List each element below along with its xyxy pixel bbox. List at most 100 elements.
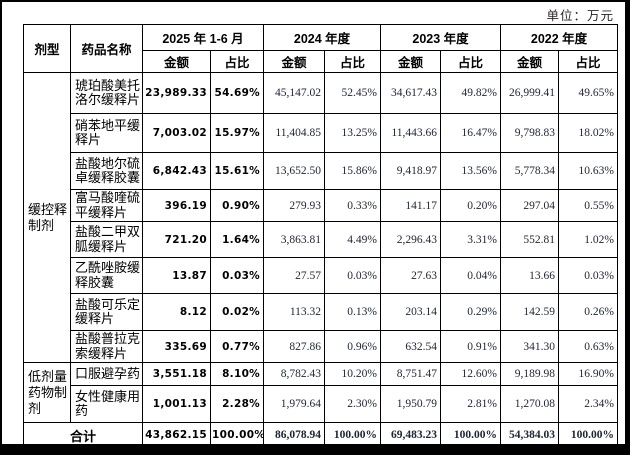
drug-name-cell: 盐酸普拉克索缓释片: [70, 330, 143, 363]
ratio-cell: 0.20%: [440, 189, 502, 222]
drug-name-cell: 盐酸二甲双胍缓释片: [70, 221, 143, 258]
table-row: 盐酸地尔硫卓缓释胶囊 6,842.43 15.61% 13,652.50 15.86% 9…: [24, 152, 619, 190]
drug-name-cell: 琥珀酸美托洛尔缓释片: [70, 72, 143, 114]
ratio-cell: 1.02%: [558, 221, 619, 258]
dosage-form-cell: 低剂量药物制剂: [23, 362, 71, 423]
table-row: 低剂量药物制剂 口服避孕药 3,551.18 8.10% 8,782.43 10.20% 8…: [23, 362, 619, 423]
amount-cell: 3,863.81: [263, 221, 326, 258]
ratio-cell: 0.63%: [558, 330, 619, 363]
header-ratio-2022: 占比: [558, 50, 619, 73]
total-row: 合计 43,862.15 100.00% 86,078.94 100.00% 69,483…: [23, 422, 619, 444]
total-ratio-cell: 100.00%: [440, 422, 502, 444]
ratio-cell: 0.13%: [324, 293, 382, 331]
table-row: 盐酸可乐定缓释片 8.12 0.02% 113.32 0.13% 203.14 0.29% 1…: [24, 293, 619, 331]
amount-cell: 827.86: [263, 330, 326, 363]
ratio-cell: 0.02%: [209, 293, 265, 331]
ratio-cell: 52.45%: [324, 72, 382, 114]
ratio-cell: 10.63%: [558, 152, 619, 190]
amount-cell: 552.81: [500, 221, 560, 258]
ratio-cell: 0.29%: [440, 293, 502, 331]
amount-cell: 13,652.50: [263, 152, 326, 190]
amount-cell: 8.12: [142, 293, 211, 331]
amount-cell: 335.69: [142, 330, 211, 363]
amount-cell: 1,001.13: [142, 385, 211, 423]
amount-cell: 9,418.97: [380, 152, 442, 190]
total-ratio-cell: 100.00%: [558, 422, 619, 444]
amount-cell: 8,751.47: [380, 362, 442, 386]
ratio-cell: 49.82%: [440, 72, 502, 114]
amount-cell: 7,003.02: [142, 113, 211, 153]
ratio-cell: 0.77%: [209, 330, 265, 363]
amount-cell: 13.87: [142, 257, 211, 294]
total-amount-cell: 43,862.15: [142, 422, 211, 444]
amount-cell: 13.66: [500, 257, 560, 294]
amount-cell: 141.17: [380, 189, 442, 222]
ratio-cell: 16.90%: [558, 362, 619, 386]
amount-cell: 11,443.66: [380, 113, 442, 153]
amount-cell: 9,189.98: [500, 362, 560, 386]
ratio-cell: 2.34%: [558, 385, 619, 423]
drug-name-cell: 富马酸喹硫平缓释片: [70, 189, 143, 222]
ratio-cell: 0.90%: [209, 189, 265, 222]
amount-cell: 45,147.02: [263, 72, 326, 114]
table-row: 盐酸二甲双胍缓释片 721.20 1.64% 3,863.81 4.49% 2,296.4…: [24, 221, 619, 258]
ratio-cell: 13.25%: [324, 113, 382, 153]
ratio-cell: 8.10%: [209, 362, 265, 386]
header-period-2022: 2022 年度: [500, 24, 619, 51]
amount-cell: 113.32: [263, 293, 326, 331]
header-ratio-2023: 占比: [440, 50, 502, 73]
amount-cell: 9,798.83: [500, 113, 560, 153]
ratio-cell: 2.28%: [209, 385, 265, 423]
ratio-cell: 15.97%: [209, 113, 265, 153]
amount-cell: 1,270.08: [500, 385, 560, 423]
ratio-cell: 4.49%: [324, 221, 382, 258]
ratio-cell: 18.02%: [558, 113, 619, 153]
amount-cell: 1,950.79: [380, 385, 442, 423]
amount-cell: 1,979.64: [263, 385, 326, 423]
amount-cell: 5,778.34: [500, 152, 560, 190]
ratio-cell: 0.55%: [558, 189, 619, 222]
table-row: 女性健康用药 1,001.13 2.28% 1,979.64 2.30% 1,950.79…: [24, 385, 619, 423]
unit-label: 单位：万元: [546, 9, 614, 23]
amount-cell: 203.14: [380, 293, 442, 331]
ratio-cell: 16.47%: [440, 113, 502, 153]
ratio-cell: 1.64%: [209, 221, 265, 258]
header-amount-2022: 金额: [500, 50, 560, 73]
drug-revenue-table: 剂型 药品名称 2025 年 1-6 月 2024 年度 2023 年度 202…: [23, 24, 619, 444]
ratio-cell: 0.03%: [558, 257, 619, 294]
ratio-cell: 0.91%: [440, 330, 502, 363]
header-drug-name: 药品名称: [70, 24, 143, 73]
amount-cell: 142.59: [500, 293, 560, 331]
header-period-2025: 2025 年 1-6 月: [141, 24, 265, 51]
table-row: 缓控释制剂 琥珀酸美托洛尔缓释片 23,989.33 54.69% 45,147.02 5…: [23, 72, 619, 363]
header-dosage-form: 剂型: [23, 24, 71, 73]
amount-cell: 11,404.85: [263, 113, 326, 153]
ratio-cell: 0.04%: [440, 257, 502, 294]
drug-name-cell: 盐酸可乐定缓释片: [70, 293, 143, 331]
dosage-form-cell: 缓控释制剂: [23, 72, 71, 363]
header-amount-2023: 金额: [380, 50, 442, 73]
total-amount-cell: 86,078.94: [263, 422, 326, 444]
ratio-cell: 0.03%: [209, 257, 265, 294]
total-ratio-cell: 100.00%: [324, 422, 382, 444]
amount-cell: 396.19: [142, 189, 211, 222]
amount-cell: 2,296.43: [380, 221, 442, 258]
amount-cell: 27.63: [380, 257, 442, 294]
total-amount-cell: 69,483.23: [380, 422, 442, 444]
amount-cell: 34,617.43: [380, 72, 442, 114]
ratio-cell: 0.03%: [324, 257, 382, 294]
ratio-cell: 10.20%: [324, 362, 382, 386]
drug-name-cell: 乙酰唑胺缓释胶囊: [70, 257, 143, 294]
drug-name-cell: 口服避孕药: [70, 362, 143, 386]
header-amount-2024: 金额: [263, 50, 326, 73]
ratio-cell: 2.30%: [324, 385, 382, 423]
table-row: 乙酰唑胺缓释胶囊 13.87 0.03% 27.57 0.03% 27.63 0.04% 13…: [24, 257, 619, 294]
amount-cell: 721.20: [142, 221, 211, 258]
amount-cell: 279.93: [263, 189, 326, 222]
amount-cell: 27.57: [263, 257, 326, 294]
ratio-cell: 54.69%: [209, 72, 265, 114]
amount-cell: 297.04: [500, 189, 560, 222]
amount-cell: 632.54: [380, 330, 442, 363]
ratio-cell: 15.86%: [324, 152, 382, 190]
